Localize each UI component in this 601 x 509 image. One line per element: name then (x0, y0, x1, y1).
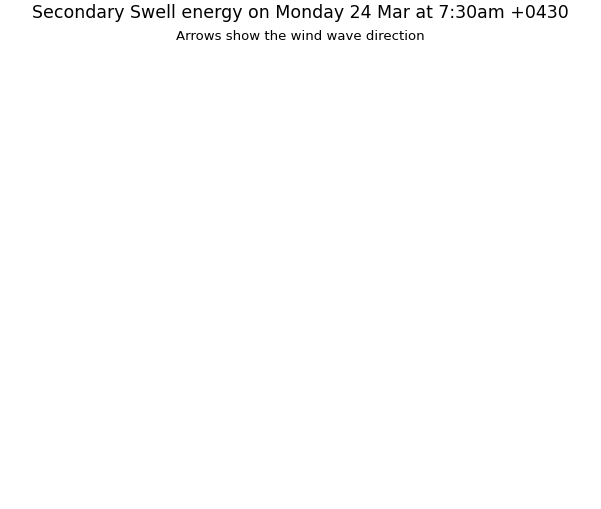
Text: Secondary Swell energy on Monday 24 Mar at 7:30am +0430: Secondary Swell energy on Monday 24 Mar … (32, 4, 569, 22)
Text: Arrows show the wind wave direction: Arrows show the wind wave direction (176, 30, 425, 43)
